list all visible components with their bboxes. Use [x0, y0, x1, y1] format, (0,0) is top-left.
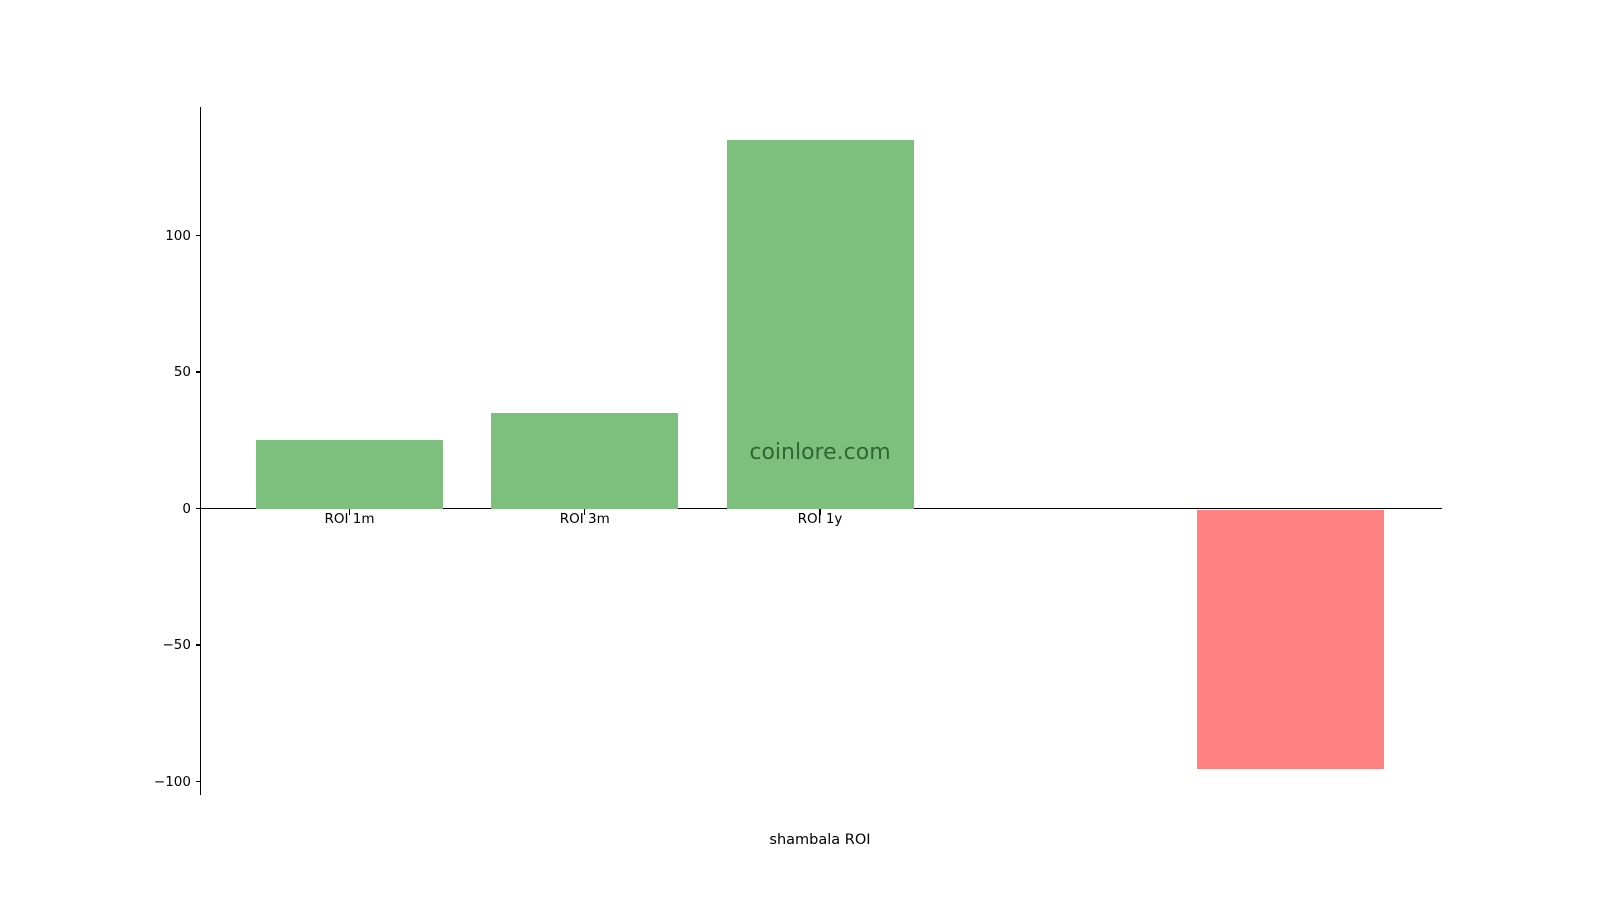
x-axis-title: shambala ROI: [769, 832, 871, 848]
x-tick-label: ROI 1m: [324, 511, 375, 527]
y-tick-label: −50: [162, 637, 192, 654]
y-tick-mark: [195, 234, 201, 237]
y-tick-mark: [195, 780, 201, 783]
y-tick-label: 100: [165, 227, 191, 244]
y-tick-label: −100: [153, 773, 191, 790]
y-tick-mark: [195, 644, 201, 646]
y-tick-label: 50: [173, 364, 191, 381]
bar-positive: [256, 440, 443, 509]
watermark: coinlore.com: [749, 440, 891, 465]
x-tick-label: ROI 1y: [797, 511, 843, 527]
bar-negative: [1197, 509, 1384, 769]
y-tick-mark: [195, 507, 201, 510]
x-tick-mark: [348, 509, 351, 515]
bar-positive: [726, 140, 914, 509]
x-tick-mark: [584, 509, 586, 515]
x-tick-label: ROI 3m: [559, 511, 610, 527]
y-tick-label: 0: [182, 500, 191, 517]
y-tick-mark: [195, 371, 201, 373]
x-axis-zero-line: [200, 508, 1442, 510]
x-tick-mark: [819, 509, 821, 515]
bar-positive: [491, 413, 679, 509]
y-axis-line: [200, 107, 202, 795]
